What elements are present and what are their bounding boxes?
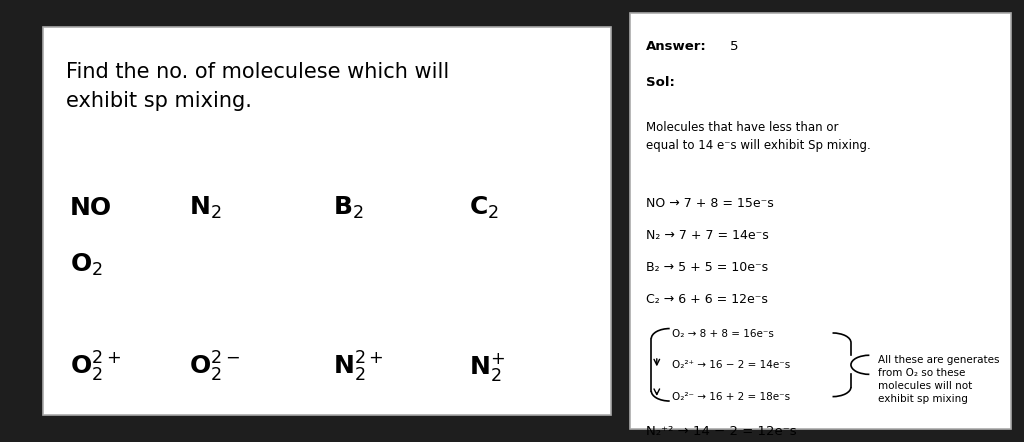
Text: O₂²⁻ → 16 + 2 = 18e⁻s: O₂²⁻ → 16 + 2 = 18e⁻s: [672, 392, 790, 402]
Text: B₂ → 5 + 5 = 10e⁻s: B₂ → 5 + 5 = 10e⁻s: [646, 261, 768, 274]
Text: N$_2$: N$_2$: [189, 194, 222, 221]
Text: N₂⁺² → 14 − 2 = 12e⁻s: N₂⁺² → 14 − 2 = 12e⁻s: [646, 425, 797, 438]
Text: N$_2^{2+}$: N$_2^{2+}$: [333, 350, 383, 384]
Text: O$_2^{2+}$: O$_2^{2+}$: [70, 350, 121, 384]
Text: 5: 5: [730, 40, 738, 53]
Text: Molecules that have less than or
equal to 14 e⁻s will exhibit Sp mixing.: Molecules that have less than or equal t…: [646, 121, 870, 152]
Text: C$_2$: C$_2$: [469, 194, 499, 221]
Text: O₂²⁺ → 16 − 2 = 14e⁻s: O₂²⁺ → 16 − 2 = 14e⁻s: [672, 360, 790, 370]
Text: All these are generates
from O₂ so these
molecules will not
exhibit sp mixing: All these are generates from O₂ so these…: [878, 355, 999, 404]
Text: N₂ → 7 + 7 = 14e⁻s: N₂ → 7 + 7 = 14e⁻s: [646, 229, 769, 242]
Text: NO: NO: [70, 196, 112, 220]
Text: NO → 7 + 8 = 15e⁻s: NO → 7 + 8 = 15e⁻s: [646, 198, 774, 210]
Text: Sol:: Sol:: [646, 76, 675, 89]
Text: O₂ → 8 + 8 = 16e⁻s: O₂ → 8 + 8 = 16e⁻s: [672, 328, 773, 339]
Text: O$_2$: O$_2$: [70, 252, 102, 278]
FancyBboxPatch shape: [43, 27, 611, 415]
Text: Answer:: Answer:: [646, 40, 707, 53]
FancyBboxPatch shape: [630, 13, 1011, 429]
Text: C₂ → 6 + 6 = 12e⁻s: C₂ → 6 + 6 = 12e⁻s: [646, 293, 768, 306]
Text: O$_2^{2-}$: O$_2^{2-}$: [189, 350, 241, 384]
Text: Find the no. of moleculese which will
exhibit sp mixing.: Find the no. of moleculese which will ex…: [66, 62, 449, 110]
Text: B$_2$: B$_2$: [333, 194, 364, 221]
Text: N$_2^{+}$: N$_2^{+}$: [469, 351, 505, 383]
